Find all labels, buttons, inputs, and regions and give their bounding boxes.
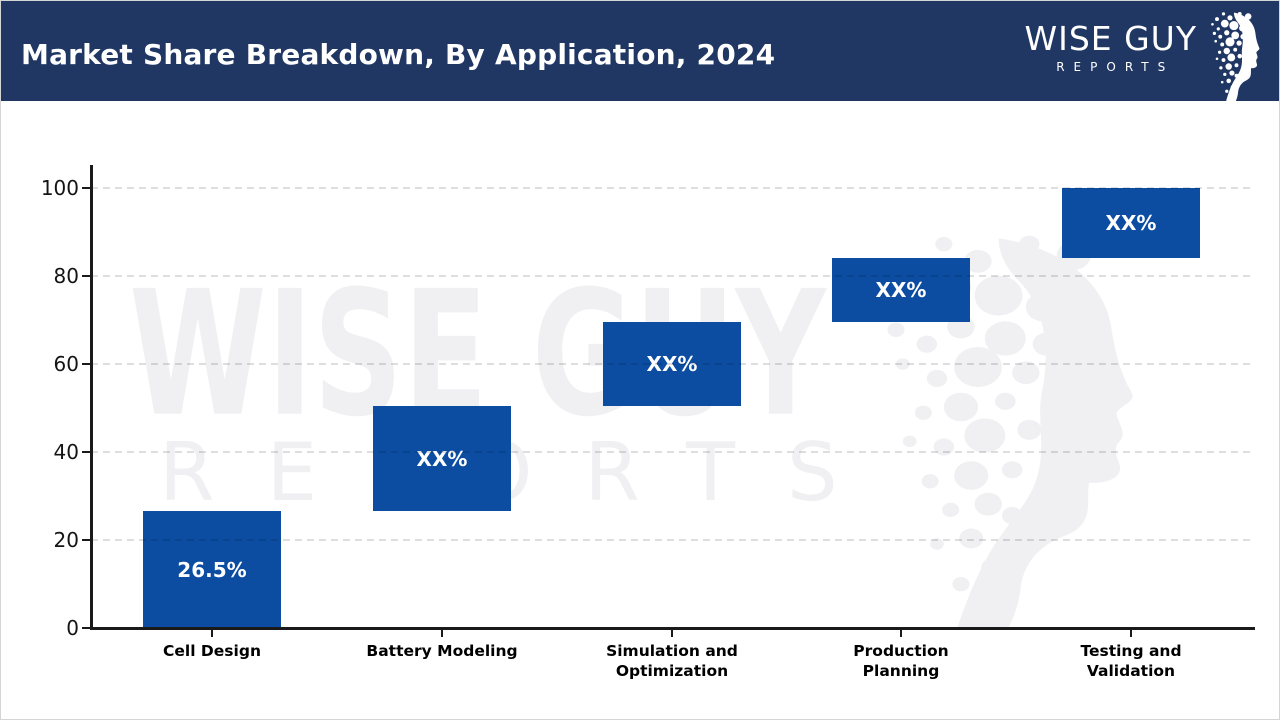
y-tick-mark <box>82 627 90 629</box>
x-category-label: Battery Modeling <box>366 642 518 660</box>
x-tick-mark <box>671 629 673 637</box>
x-tick-mark <box>900 629 902 637</box>
y-tick-mark <box>82 187 90 189</box>
bar-production-planning: XX% <box>832 258 970 323</box>
logo-text: WISE GUY REPORTS <box>1024 19 1197 75</box>
bar-value-label: XX% <box>875 278 927 303</box>
gridline <box>91 363 1254 365</box>
bar-value-label: 26.5% <box>177 557 247 582</box>
x-axis-line <box>90 627 1255 630</box>
logo-reports-text: REPORTS <box>1056 60 1175 74</box>
bar-value-label: XX% <box>416 446 468 471</box>
x-tick-mark <box>1130 629 1132 637</box>
bar-battery-modeling: XX% <box>373 405 511 512</box>
x-category-label: Production Planning <box>853 642 949 680</box>
bar-cell-design: 26.5% <box>143 511 281 628</box>
y-tick-mark <box>82 539 90 541</box>
y-tick-label: 0 <box>66 616 79 640</box>
bar-value-label: XX% <box>646 351 698 376</box>
y-axis-line <box>90 165 93 629</box>
y-tick-label: 100 <box>40 176 79 200</box>
gridline <box>91 451 1254 453</box>
y-tick-label: 20 <box>53 528 79 552</box>
y-tick-label: 60 <box>53 352 79 376</box>
x-category-label: Cell Design <box>163 642 261 660</box>
gridline <box>91 187 1254 189</box>
bar-simulation-and-optimization: XX% <box>603 322 741 406</box>
y-tick-mark <box>82 363 90 365</box>
x-category-label: Testing and Validation <box>1080 642 1182 680</box>
header-bar: Market Share Breakdown, By Application, … <box>1 1 1279 101</box>
x-tick-mark <box>441 629 443 637</box>
wise-guy-reports-logo: WISE GUY REPORTS <box>1021 5 1271 101</box>
x-category-label: Simulation and Optimization <box>606 642 738 680</box>
gridline <box>91 539 1254 541</box>
y-tick-mark <box>82 275 90 277</box>
x-tick-mark <box>211 629 213 637</box>
logo-face-icon <box>1211 11 1260 101</box>
gridline <box>91 275 1254 277</box>
bar-testing-and-validation: XX% <box>1062 188 1200 259</box>
chart-title: Market Share Breakdown, By Application, … <box>21 38 776 71</box>
bar-value-label: XX% <box>1105 211 1157 236</box>
y-tick-mark <box>82 451 90 453</box>
logo-wiseguy-text: WISE GUY <box>1024 19 1197 58</box>
y-tick-label: 40 <box>53 440 79 464</box>
y-tick-label: 80 <box>53 264 79 288</box>
